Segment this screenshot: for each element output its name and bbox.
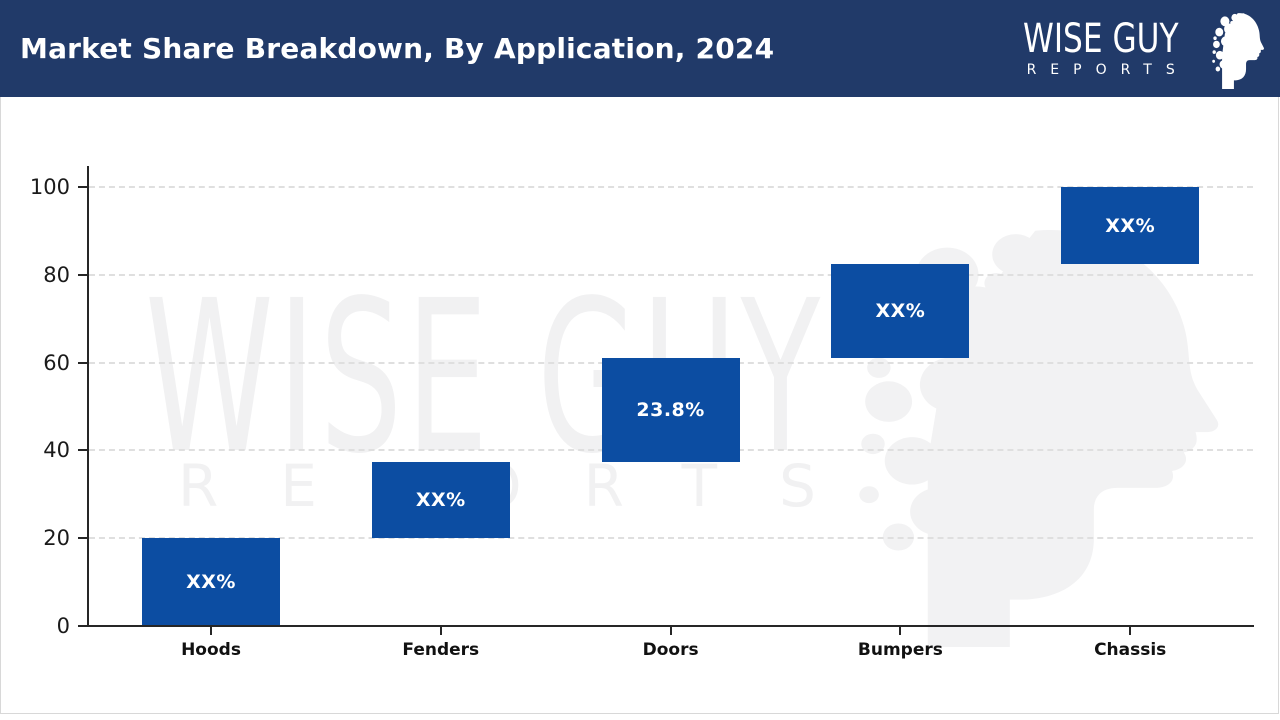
category-label-chassis: Chassis bbox=[1094, 640, 1167, 660]
x-tick-mark bbox=[1129, 627, 1132, 635]
bar-hoods: XX% bbox=[142, 538, 280, 626]
x-tick-mark bbox=[669, 627, 672, 635]
bar-fenders: XX% bbox=[371, 462, 510, 539]
x-tick-mark bbox=[439, 627, 442, 635]
y-tick-label: 80 bbox=[43, 262, 70, 287]
x-tick-mark bbox=[899, 627, 902, 635]
category-label-fenders: Fenders bbox=[402, 640, 480, 660]
x-tick-mark bbox=[210, 627, 212, 635]
x-axis bbox=[87, 625, 1254, 627]
bar-value-label: XX% bbox=[186, 571, 236, 594]
y-tick-mark bbox=[78, 186, 89, 188]
y-tick-mark bbox=[78, 537, 89, 540]
y-tick-mark bbox=[78, 449, 89, 452]
y-tick-label: 100 bbox=[29, 175, 70, 199]
gridline-100 bbox=[89, 186, 1253, 188]
bar-bumpers: XX% bbox=[831, 264, 970, 358]
y-tick-label: 40 bbox=[43, 438, 70, 463]
category-label-bumpers: Bumpers bbox=[857, 640, 943, 660]
logo-head-icon bbox=[1212, 12, 1264, 89]
bar-chassis: XX% bbox=[1061, 187, 1200, 265]
y-axis bbox=[87, 166, 89, 627]
bar-value-label: 23.8% bbox=[636, 399, 705, 421]
bar-value-label: XX% bbox=[1105, 214, 1156, 237]
logo-wordmark: WISE GUY bbox=[1022, 16, 1179, 62]
wise-guy-logo: WISE GUY REPORTS bbox=[1023, 9, 1270, 89]
gridline-80 bbox=[89, 273, 1253, 276]
category-label-doors: Doors bbox=[642, 640, 699, 660]
y-tick-mark bbox=[78, 273, 89, 276]
category-label-hoods: Hoods bbox=[181, 640, 241, 660]
y-tick-mark bbox=[78, 625, 89, 627]
logo-subtitle: REPORTS bbox=[1026, 62, 1189, 78]
bar-value-label: XX% bbox=[875, 300, 926, 322]
gridline-20 bbox=[89, 537, 1253, 540]
y-tick-mark bbox=[78, 361, 89, 364]
y-tick-label: 20 bbox=[43, 526, 70, 551]
page-title: Market Share Breakdown, By Application, … bbox=[20, 32, 775, 65]
bar-value-label: XX% bbox=[415, 489, 466, 512]
header: Market Share Breakdown, By Application, … bbox=[0, 0, 1280, 97]
bar-doors: 23.8% bbox=[601, 357, 740, 463]
y-tick-label: 60 bbox=[43, 350, 70, 375]
watermark-subtitle: REPORTS bbox=[178, 452, 878, 520]
logo-text: WISE GUY REPORTS bbox=[1023, 19, 1222, 78]
y-tick-label: 0 bbox=[56, 614, 70, 638]
